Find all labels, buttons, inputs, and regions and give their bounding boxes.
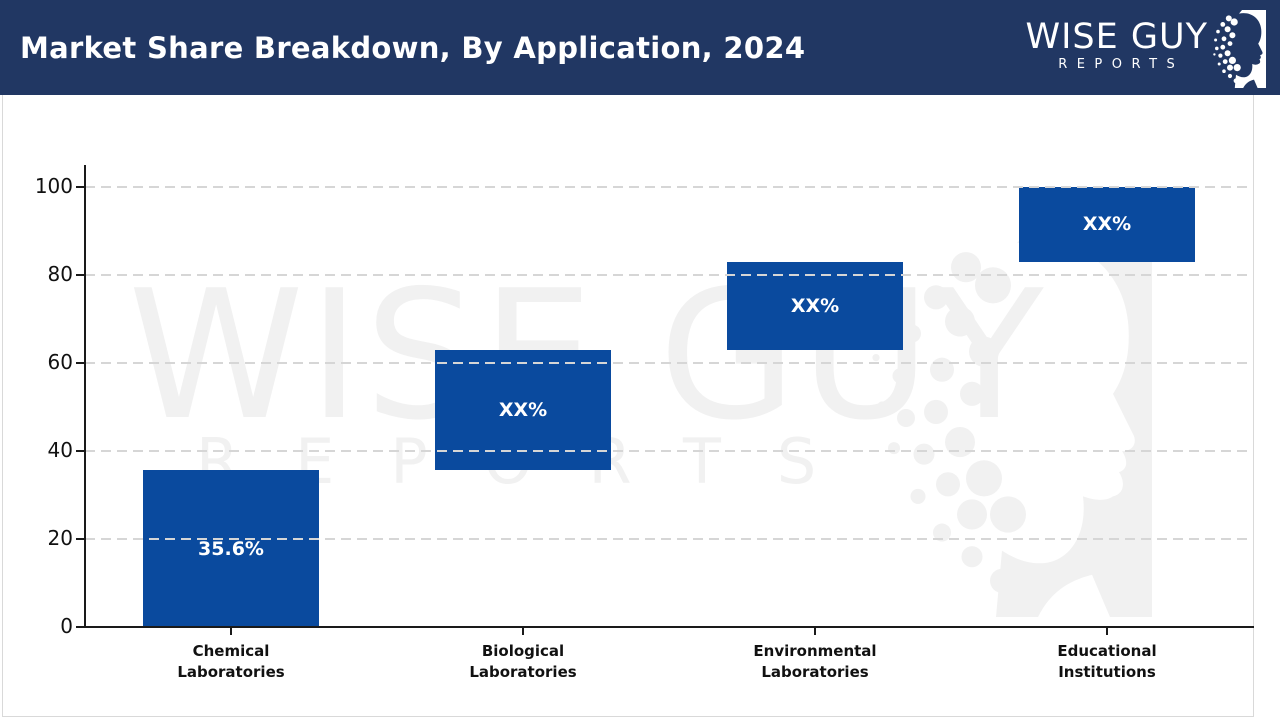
wiseguy-head-icon (1213, 10, 1266, 88)
y-tick-mark (76, 274, 85, 276)
chart-title: Market Share Breakdown, By Application, … (20, 30, 806, 65)
y-axis (84, 165, 86, 628)
gridline (85, 450, 1253, 452)
x-tick-mark (230, 628, 232, 635)
gridline (85, 274, 1253, 276)
gridline (85, 538, 1253, 540)
x-category-label: Biological Laboratories (469, 642, 577, 681)
y-tick-label: 40 (47, 438, 73, 462)
bar-value-label: XX% (790, 294, 840, 317)
wiseguy-logo: WISE GUY REPORTS (1004, 6, 1266, 90)
bar-value-label: XX% (498, 399, 548, 422)
bar-biological-laboratories: XX% (435, 349, 611, 471)
y-tick-label: 80 (47, 262, 73, 286)
bar-environmental-laboratories: XX% (727, 261, 903, 350)
y-tick-mark (76, 450, 85, 452)
x-category-label: Chemical Laboratories (177, 642, 285, 681)
bar-chemical-laboratories: 35.6% (143, 470, 319, 627)
x-axis (84, 626, 1254, 628)
bar-value-label: XX% (1082, 213, 1132, 236)
chart-panel-border (2, 95, 1254, 717)
y-tick-label: 0 (60, 614, 73, 638)
x-tick-mark (522, 628, 524, 635)
y-tick-label: 60 (47, 350, 73, 374)
x-category-label: Environmental Laboratories (753, 642, 877, 681)
gridline (85, 362, 1253, 364)
header-bar: Market Share Breakdown, By Application, … (0, 0, 1280, 95)
bar-educational-institutions: XX% (1019, 187, 1195, 262)
x-tick-mark (1106, 628, 1108, 635)
y-tick-mark (76, 362, 85, 364)
bar-value-label: 35.6% (198, 537, 264, 560)
logo-primary-label: WISE GUY (1025, 17, 1208, 57)
y-tick-mark (76, 538, 85, 540)
x-category-label: Educational Institutions (1057, 642, 1157, 681)
y-tick-mark (76, 186, 85, 188)
logo-secondary-label: REPORTS (1058, 57, 1185, 72)
watermark-head-icon (872, 225, 1152, 617)
y-tick-mark (76, 626, 85, 628)
y-tick-label: 20 (47, 526, 73, 550)
y-tick-label: 100 (34, 174, 73, 198)
gridline (85, 186, 1253, 188)
wiseguy-logo-text: WISE GUY REPORTS (1025, 18, 1208, 72)
x-tick-mark (814, 628, 816, 635)
